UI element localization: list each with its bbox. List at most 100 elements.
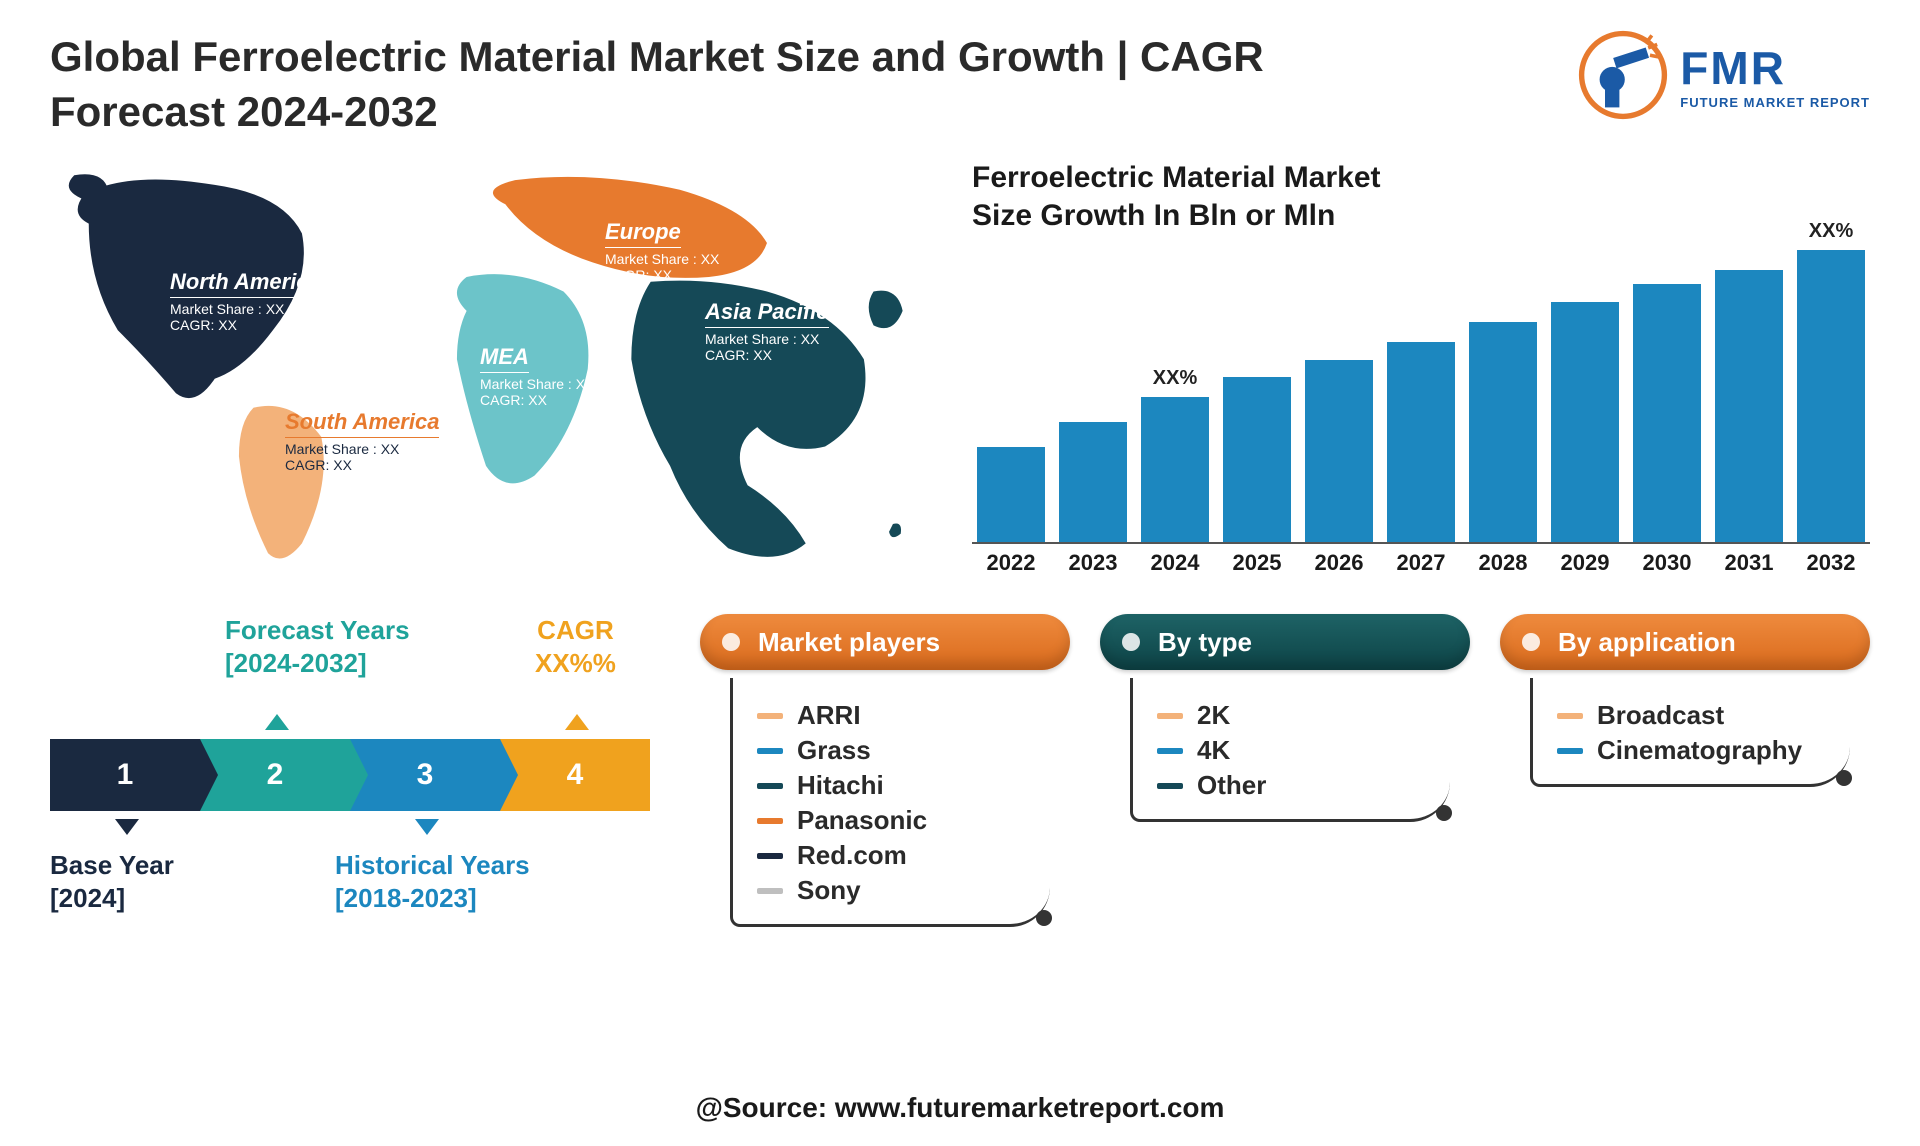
bar-col [1715,270,1783,542]
bar-col: XX% [1797,250,1865,542]
market-players-block: Market players ARRI Grass Hitachi Panasonic… [700,614,1070,927]
list-item: Grass [757,735,1030,766]
logo: FMR FUTURE MARKET REPORT [1578,30,1870,120]
bar-col [1469,322,1537,542]
by-type-pill: By type [1100,614,1470,670]
dot-icon [1122,633,1140,651]
x-axis-labels: 2022 2023 2024 2025 2026 2027 2028 2029 2030 2031… [972,544,1870,576]
bar-col: XX% [1141,397,1209,542]
historical-label: Historical Years [2018-2023] [335,849,530,914]
x-label: 2025 [1223,550,1291,576]
region-ap: Asia Pacific Market Share : XX CAGR: XX [705,299,829,363]
color-swatch-icon [757,853,783,859]
bar-col [1387,342,1455,542]
x-label: 2022 [977,550,1045,576]
x-label: 2029 [1551,550,1619,576]
chart-title: Ferroelectric Material Market Size Growt… [972,159,1392,234]
list-item-label: Hitachi [797,770,884,801]
x-label: 2027 [1387,550,1455,576]
bars-container: XX% XX% [972,244,1870,544]
timeline-infographic: Forecast Years [2024-2032] CAGR XX%% 1 2… [50,614,670,934]
arrow-down-icon [115,819,139,835]
bar [1715,270,1783,542]
market-players-pill: Market players [700,614,1070,670]
growth-bar-chart: Ferroelectric Material Market Size Growt… [952,159,1870,579]
region-mea: MEA Market Share : XX CAGR: XX [480,344,594,408]
timeline-seg-2: 2 [200,739,350,811]
color-swatch-icon [757,748,783,754]
logo-subtitle: FUTURE MARKET REPORT [1680,95,1870,110]
x-label: 2030 [1633,550,1701,576]
color-swatch-icon [757,818,783,824]
bar [1797,250,1865,542]
bar-col [1059,422,1127,542]
by-application-pill: By application [1500,614,1870,670]
color-swatch-icon [1557,748,1583,754]
x-label: 2024 [1141,550,1209,576]
source-attribution: @Source: www.futuremarketreport.com [0,1092,1920,1124]
timeline-seg-4: 4 [500,739,650,811]
by-type-block: By type 2K 4K Other [1100,614,1470,822]
market-players-list: ARRI Grass Hitachi Panasonic Red.com Sony [730,678,1050,927]
bar [1551,302,1619,542]
bar [1223,377,1291,542]
bar [1387,342,1455,542]
x-label: 2032 [1797,550,1865,576]
bar-col [1305,360,1373,542]
x-label: 2026 [1305,550,1373,576]
logo-brand: FMR [1680,41,1870,95]
timeline-seg-3: 3 [350,739,500,811]
list-item-label: Cinematography [1597,735,1802,766]
list-item: Red.com [757,840,1030,871]
region-eu: Europe Market Share : XX CAGR: XX [605,219,719,283]
bar [1305,360,1373,542]
cagr-label: CAGR XX%% [535,614,616,679]
bar [1059,422,1127,542]
by-application-list: BroadcastCinematography [1530,678,1850,787]
x-label: 2028 [1469,550,1537,576]
x-label: 2023 [1059,550,1127,576]
bottom-section: Forecast Years [2024-2032] CAGR XX%% 1 2… [50,614,1870,934]
list-item: Hitachi [757,770,1030,801]
color-swatch-icon [757,713,783,719]
top-section: North America Market Share : XX CAGR: XX… [50,159,1870,579]
list-item: 4K [1157,735,1430,766]
list-item-label: ARRI [797,700,861,731]
page-title: Global Ferroelectric Material Market Siz… [50,30,1450,139]
color-swatch-icon [1157,713,1183,719]
list-item-label: Grass [797,735,871,766]
list-item-label: Panasonic [797,805,927,836]
dot-icon [1522,633,1540,651]
bar [977,447,1045,542]
region-na: North America Market Share : XX CAGR: XX [170,269,321,333]
region-sa: South America Market Share : XX CAGR: XX [285,409,439,473]
base-year-label: Base Year [2024] [50,849,174,914]
color-swatch-icon [757,783,783,789]
forecast-label: Forecast Years [2024-2032] [225,614,410,679]
timeline-bar: 1 2 3 4 [50,739,650,811]
list-item-label: 4K [1197,735,1230,766]
bar-annotation: XX% [1809,220,1853,243]
color-swatch-icon [757,888,783,894]
color-swatch-icon [1557,713,1583,719]
telescope-icon [1578,30,1668,120]
list-item-label: 2K [1197,700,1230,731]
bar [1469,322,1537,542]
arrow-down-icon [415,819,439,835]
bar-col [1223,377,1291,542]
list-item: Other [1157,770,1430,801]
header-row: Global Ferroelectric Material Market Siz… [50,30,1870,139]
dot-icon [722,633,740,651]
bar-col [1633,284,1701,542]
arrow-up-icon [265,714,289,730]
bar-annotation: XX% [1153,367,1197,390]
bar [1141,397,1209,542]
bar-col [977,447,1045,542]
list-item-label: Sony [797,875,861,906]
timeline-seg-1: 1 [50,739,200,811]
list-item-label: Other [1197,770,1266,801]
x-label: 2031 [1715,550,1783,576]
bar-col [1551,302,1619,542]
arrow-up-icon [565,714,589,730]
list-item: Panasonic [757,805,1030,836]
